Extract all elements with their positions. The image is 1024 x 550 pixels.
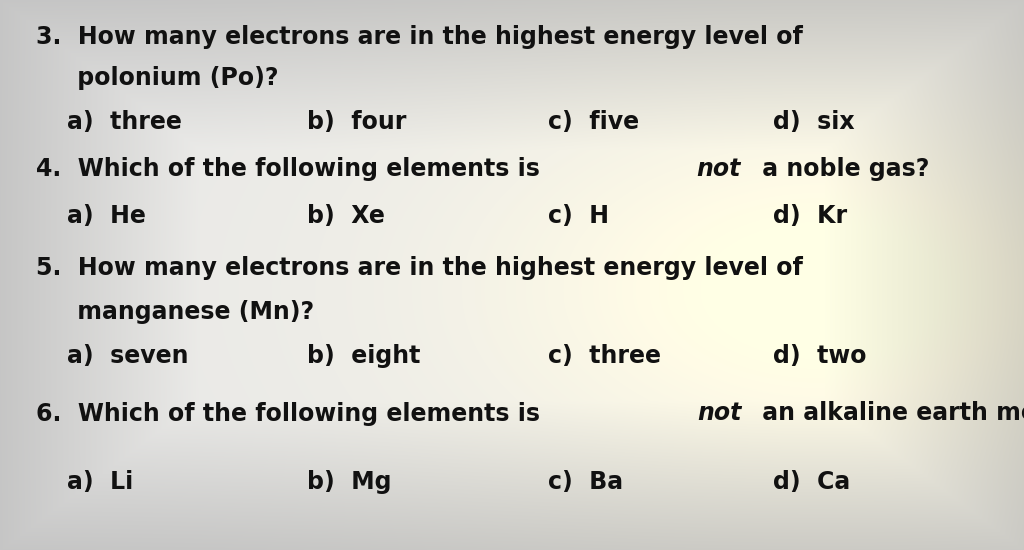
Text: polonium (Po)?: polonium (Po)? bbox=[36, 66, 279, 90]
Text: manganese (Mn)?: manganese (Mn)? bbox=[36, 300, 314, 324]
Text: c)  three: c) three bbox=[548, 344, 660, 368]
Text: 5.  How many electrons are in the highest energy level of: 5. How many electrons are in the highest… bbox=[36, 256, 803, 280]
Text: a)  Li: a) Li bbox=[67, 470, 133, 494]
Text: not: not bbox=[696, 402, 741, 426]
Text: c)  five: c) five bbox=[548, 110, 639, 134]
Text: b)  four: b) four bbox=[307, 110, 407, 134]
Text: d)  Ca: d) Ca bbox=[773, 470, 850, 494]
Text: b)  Mg: b) Mg bbox=[307, 470, 392, 494]
Text: a noble gas?: a noble gas? bbox=[754, 157, 929, 181]
Text: not: not bbox=[696, 157, 741, 181]
Text: a)  three: a) three bbox=[67, 110, 181, 134]
Text: d)  Kr: d) Kr bbox=[773, 204, 847, 228]
Text: d)  six: d) six bbox=[773, 110, 855, 134]
Text: 6.  Which of the following elements is: 6. Which of the following elements is bbox=[36, 402, 548, 426]
Text: 4.  Which of the following elements is: 4. Which of the following elements is bbox=[36, 157, 548, 181]
Text: a)  seven: a) seven bbox=[67, 344, 188, 368]
Text: c)  Ba: c) Ba bbox=[548, 470, 623, 494]
Text: an alkaline earth me: an alkaline earth me bbox=[754, 402, 1024, 426]
Text: b)  eight: b) eight bbox=[307, 344, 421, 368]
Text: a)  He: a) He bbox=[67, 204, 145, 228]
Text: c)  H: c) H bbox=[548, 204, 609, 228]
Text: d)  two: d) two bbox=[773, 344, 866, 368]
Text: 3.  How many electrons are in the highest energy level of: 3. How many electrons are in the highest… bbox=[36, 25, 803, 49]
Text: b)  Xe: b) Xe bbox=[307, 204, 385, 228]
